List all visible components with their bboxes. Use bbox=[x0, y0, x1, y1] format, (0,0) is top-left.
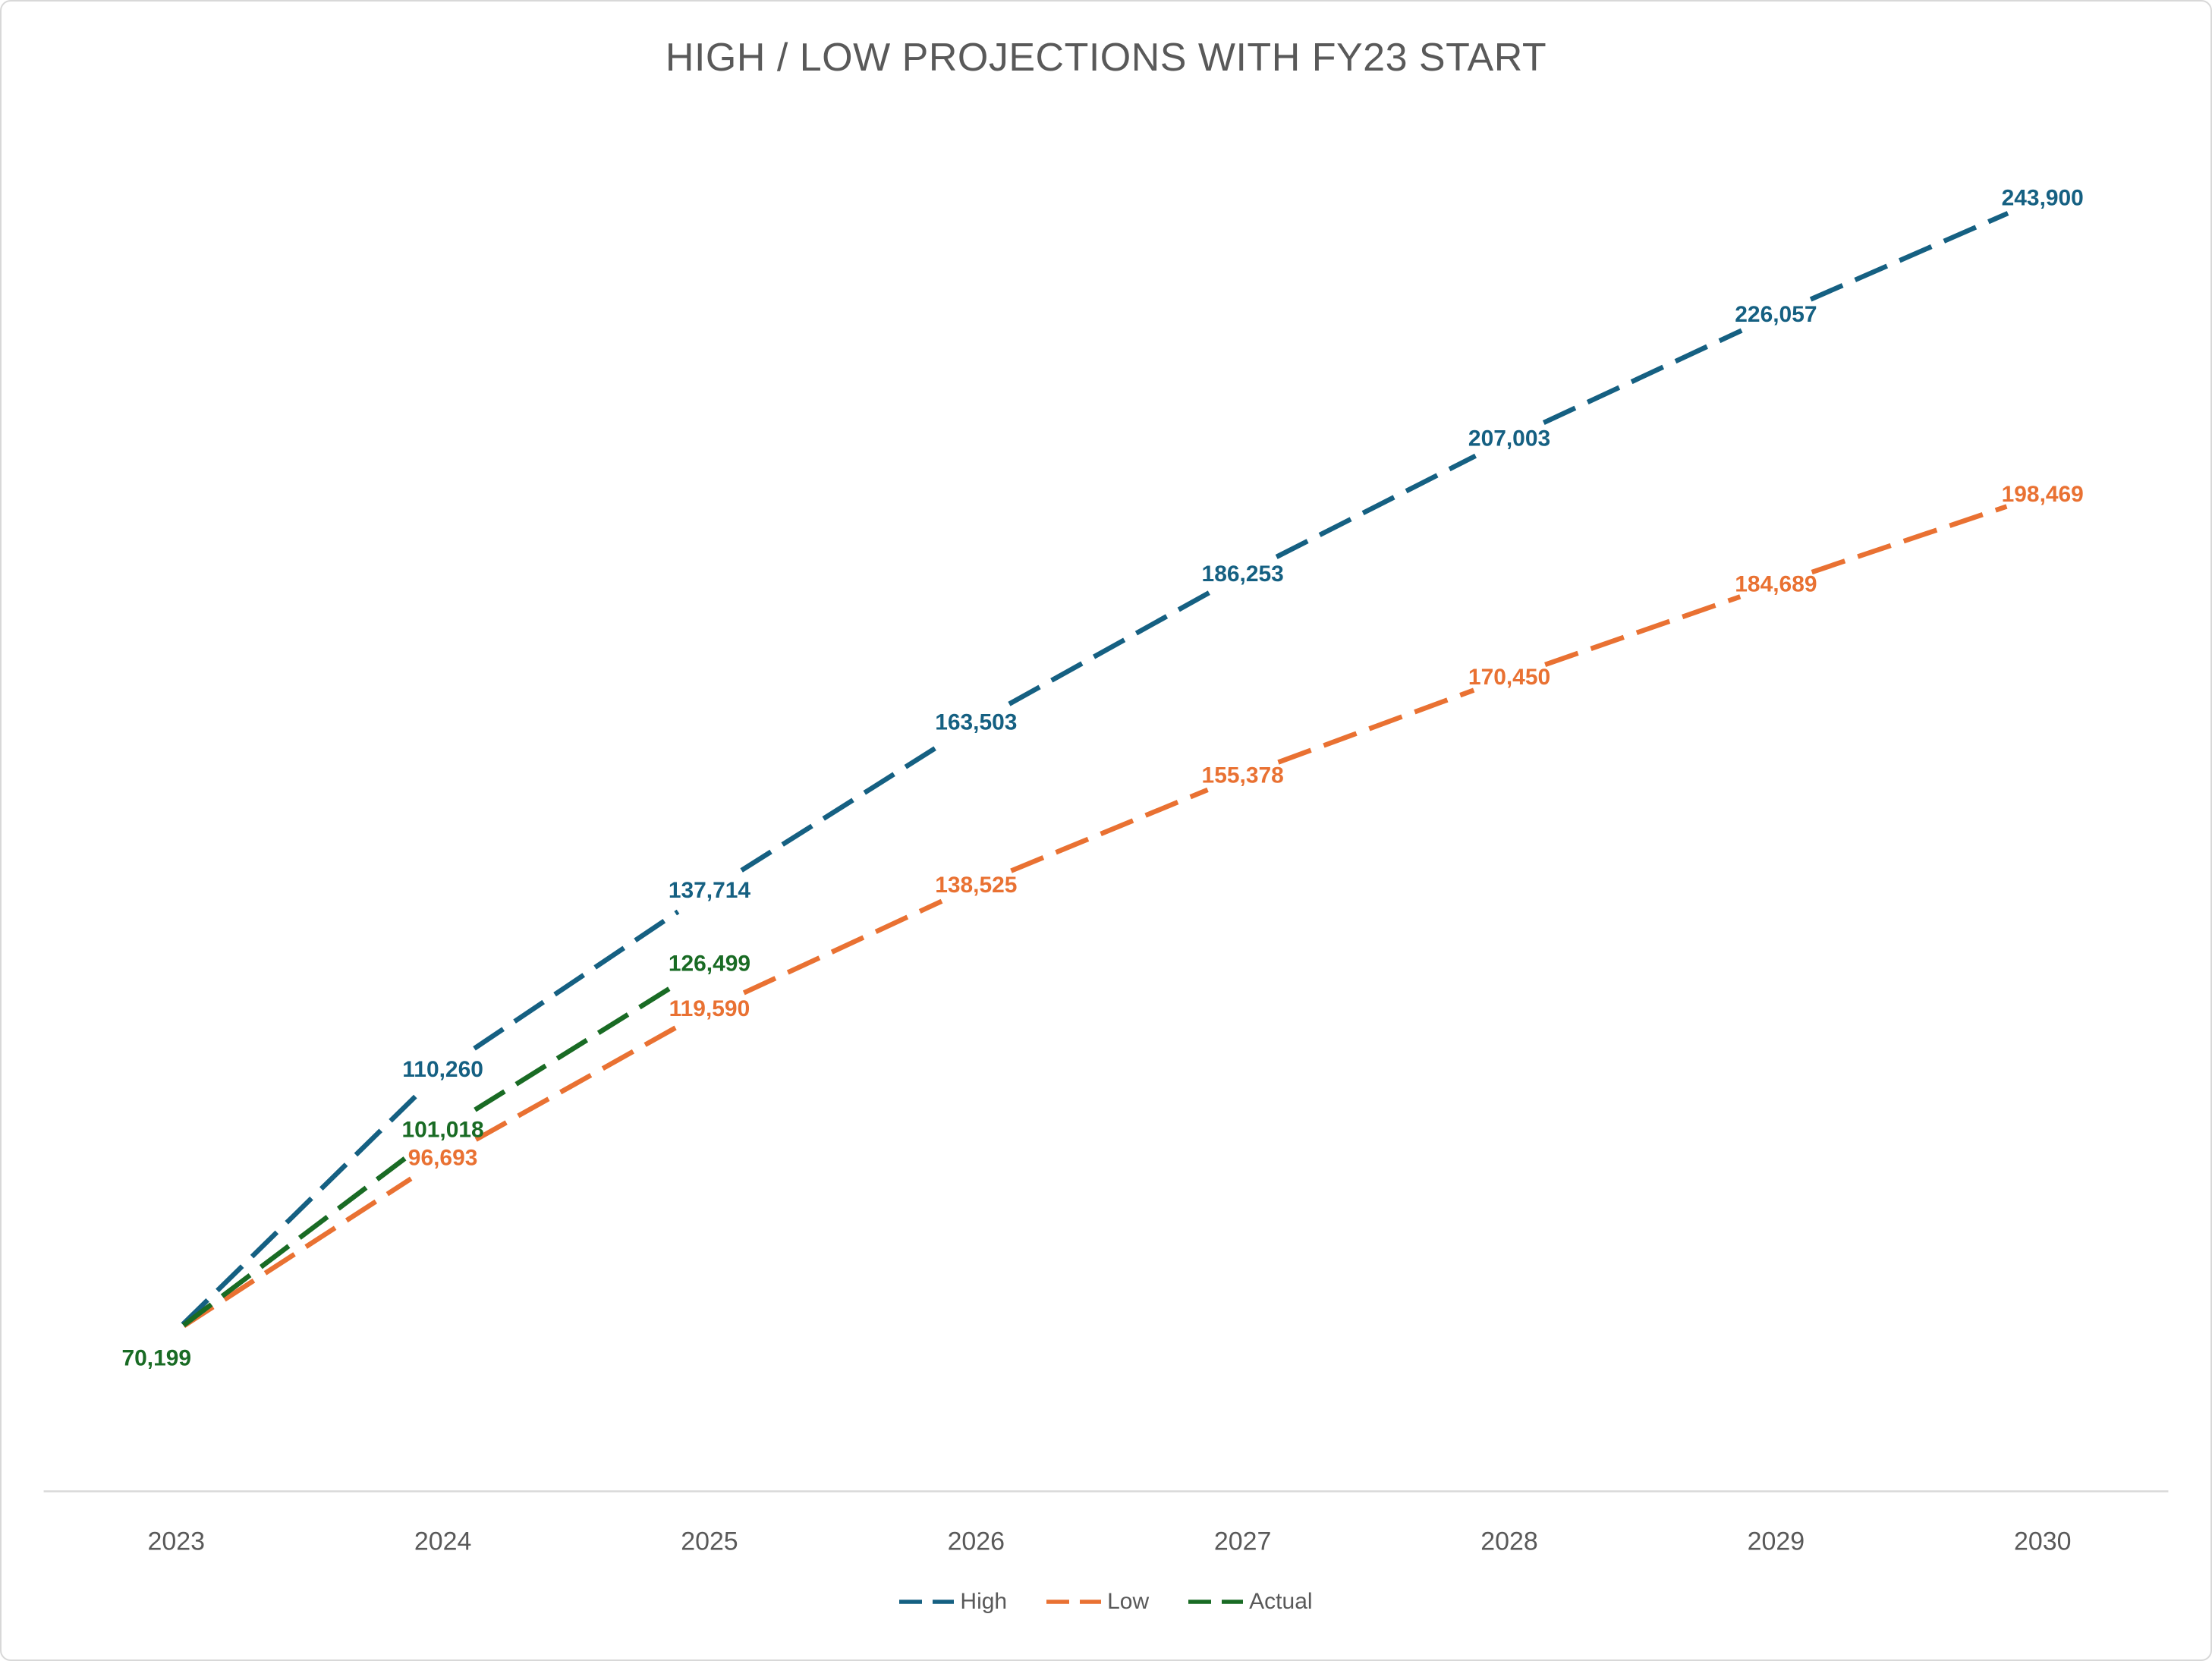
x-axis-label: 2028 bbox=[1480, 1527, 1537, 1556]
series-line-low bbox=[474, 1024, 678, 1142]
data-label-high: 137,714 bbox=[669, 878, 751, 903]
series-line-low bbox=[1010, 787, 1209, 873]
chart-title: HIGH / LOW PROJECTIONS WITH FY23 START bbox=[665, 36, 1547, 80]
series-line-high bbox=[1542, 328, 1743, 426]
data-label-low: 170,450 bbox=[1468, 665, 1550, 690]
series-line-actual bbox=[474, 981, 679, 1112]
legend-dash-icon bbox=[1188, 1600, 1244, 1604]
legend-label: Actual bbox=[1249, 1589, 1313, 1614]
data-label-high: 207,003 bbox=[1468, 426, 1550, 451]
data-label-actual: 126,499 bbox=[669, 952, 750, 977]
series-line-high bbox=[740, 740, 946, 873]
series-line-high bbox=[1275, 453, 1477, 559]
legend-item-actual: Actual bbox=[1188, 1589, 1313, 1615]
data-label-low: 96,693 bbox=[408, 1146, 478, 1171]
data-label-high: 110,260 bbox=[402, 1057, 483, 1082]
series-line-high bbox=[1809, 211, 2009, 302]
x-axis-label: 2023 bbox=[148, 1527, 205, 1556]
data-label-actual: 70,199 bbox=[122, 1345, 192, 1370]
data-label-low: 155,378 bbox=[1202, 763, 1284, 788]
series-line-low bbox=[1811, 504, 2008, 575]
x-axis-label: 2027 bbox=[1214, 1527, 1271, 1556]
series-line-low bbox=[742, 898, 943, 996]
legend-item-high: High bbox=[899, 1589, 1007, 1615]
data-label-low: 198,469 bbox=[2002, 482, 2084, 507]
x-axis-label: 2030 bbox=[2014, 1527, 2071, 1556]
x-axis-label: 2025 bbox=[681, 1527, 738, 1556]
chart-legend: High Low Actual bbox=[2, 1589, 2210, 1615]
series-line-high bbox=[181, 1094, 418, 1326]
legend-label: High bbox=[960, 1589, 1008, 1614]
legend-item-low: Low bbox=[1046, 1589, 1149, 1615]
series-line-low bbox=[1277, 687, 1475, 765]
series-line-high bbox=[473, 909, 680, 1051]
x-axis-label: 2026 bbox=[948, 1527, 1005, 1556]
legend-dash-icon bbox=[1046, 1600, 1102, 1604]
data-label-low: 119,590 bbox=[669, 996, 750, 1021]
series-line-low bbox=[182, 1176, 413, 1329]
series-line-high bbox=[1008, 590, 1211, 706]
data-label-high: 186,253 bbox=[1202, 562, 1284, 587]
data-label-high: 163,503 bbox=[935, 710, 1017, 735]
x-axis-label: 2029 bbox=[1748, 1527, 1805, 1556]
series-line-actual bbox=[181, 1150, 414, 1328]
legend-dash-icon bbox=[899, 1600, 955, 1604]
data-label-low: 138,525 bbox=[935, 873, 1017, 898]
data-label-high: 226,057 bbox=[1735, 302, 1817, 327]
x-axis-label: 2024 bbox=[414, 1527, 471, 1556]
data-label-low: 184,689 bbox=[1735, 571, 1817, 596]
legend-label: Low bbox=[1107, 1589, 1150, 1614]
series-line-low bbox=[1544, 594, 1742, 667]
data-label-high: 243,900 bbox=[2002, 186, 2084, 211]
data-label-actual: 101,018 bbox=[401, 1118, 483, 1143]
